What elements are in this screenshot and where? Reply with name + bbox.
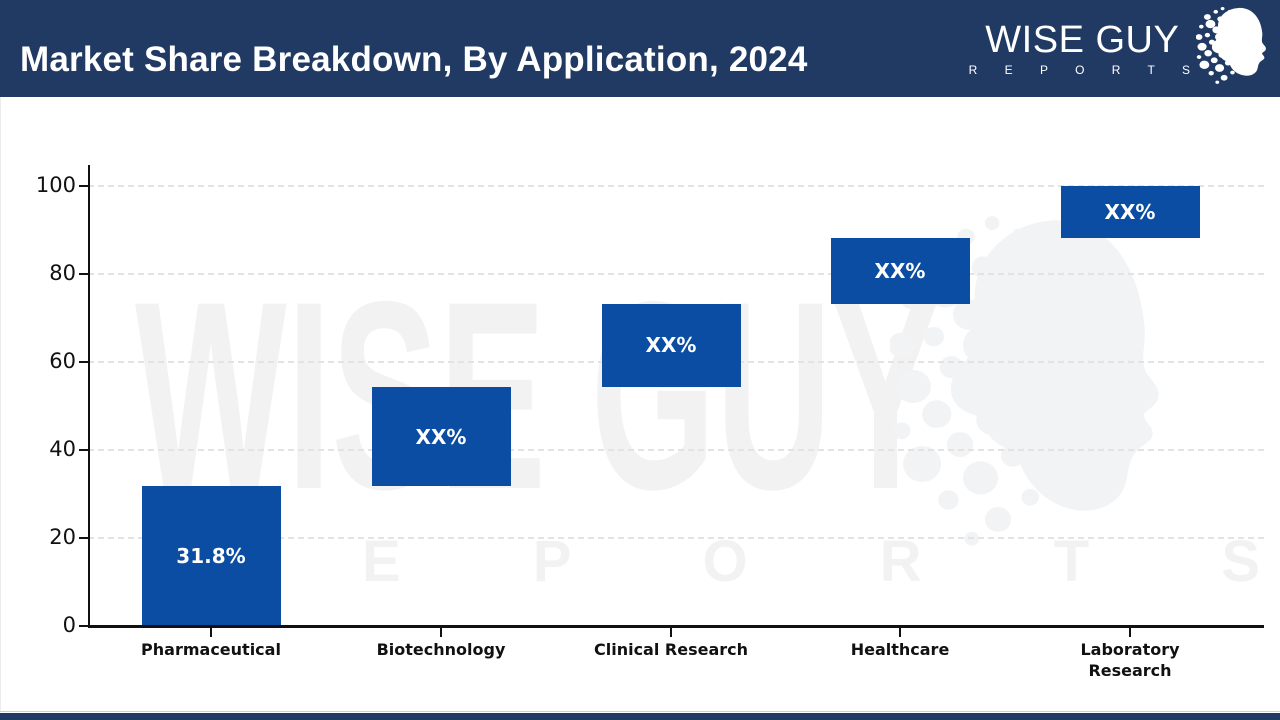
y-tick-label: 80 [49, 260, 76, 285]
x-category-label: Clinical Research [593, 640, 749, 659]
x-category-label: Laboratory Research [1080, 640, 1180, 680]
header-bar: Market Share Breakdown, By Application, … [0, 0, 1280, 97]
left-edge-line [0, 97, 1, 712]
y-tick-label: 20 [49, 524, 76, 549]
bar-value-label: XX% [415, 424, 467, 449]
y-tick-mark [79, 536, 88, 539]
footer-bar [0, 713, 1280, 720]
watermark-reports-text: R E P O R T S [188, 529, 1280, 594]
y-tick-label: 40 [49, 436, 76, 461]
y-tick-label: 100 [35, 172, 76, 197]
y-tick-label: 0 [62, 613, 76, 637]
x-category-label: Pharmaceutical [141, 640, 281, 659]
bar-value-label: XX% [645, 333, 697, 358]
bar-biotechnology: XX% [371, 387, 511, 486]
bar-value-label: XX% [874, 258, 926, 283]
bar-pharmaceutical: 31.8% [141, 485, 281, 626]
gridline-80 [88, 272, 1264, 275]
gridline-20 [88, 536, 1264, 539]
y-axis-line [88, 165, 90, 628]
bar-healthcare: XX% [830, 238, 970, 304]
wiseguy-logo: WISE GUY R E P O R T S [963, 6, 1272, 90]
x-category-label: Biotechnology [376, 640, 506, 659]
logo-face-icon [1196, 6, 1266, 84]
x-tick-mark [899, 628, 901, 637]
x-tick-mark [210, 628, 212, 637]
gridline-40 [88, 448, 1264, 451]
page-title: Market Share Breakdown, By Application, … [20, 40, 808, 79]
bar-value-label: 31.8% [176, 543, 246, 568]
logo-wiseguy-label: WISE GUY [985, 18, 1180, 61]
x-category-label: Healthcare [850, 640, 950, 659]
bar-clinical-research: XX% [601, 303, 741, 388]
y-tick-mark [79, 184, 88, 187]
gridline-100 [88, 184, 1264, 187]
bar-value-label: XX% [1104, 200, 1156, 225]
footer-divider-line [0, 711, 1280, 712]
x-tick-mark [1129, 628, 1131, 637]
bar-laboratory-research: XX% [1060, 186, 1200, 239]
watermark-wiseguy-text: WISE GUY [135, 245, 940, 545]
logo-reports-label: R E P O R T S [968, 62, 1202, 77]
y-tick-mark [79, 360, 88, 363]
x-tick-mark [670, 628, 672, 637]
wiseguy-logo-text: WISE GUY R E P O R T S [963, 21, 1202, 76]
y-tick-mark [79, 625, 88, 627]
x-axis-line [88, 625, 1264, 628]
y-tick-mark [79, 448, 88, 451]
x-tick-mark [440, 628, 442, 637]
y-tick-mark [79, 272, 88, 275]
y-tick-label: 60 [49, 348, 76, 373]
